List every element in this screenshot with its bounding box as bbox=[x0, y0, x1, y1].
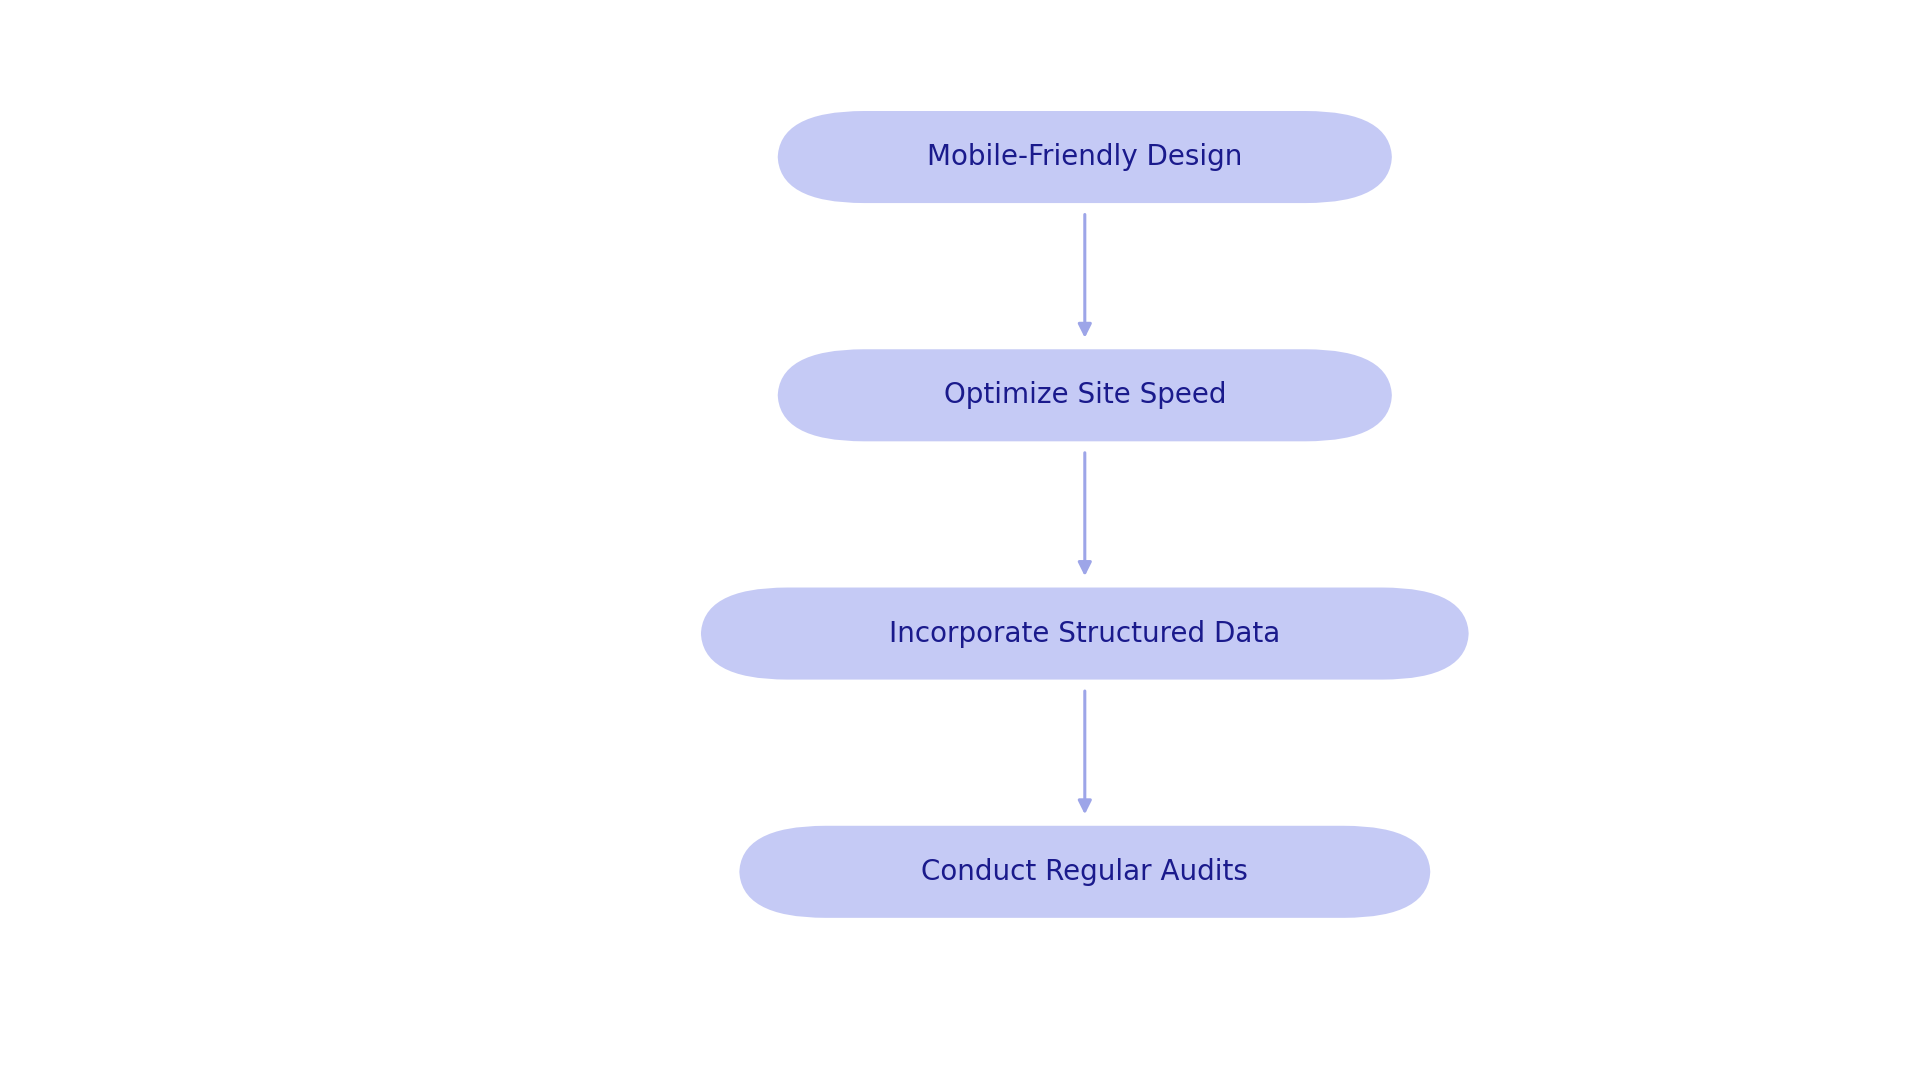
Text: Incorporate Structured Data: Incorporate Structured Data bbox=[889, 619, 1281, 648]
Text: Mobile-Friendly Design: Mobile-Friendly Design bbox=[927, 143, 1242, 171]
FancyBboxPatch shape bbox=[778, 349, 1392, 442]
FancyBboxPatch shape bbox=[778, 112, 1392, 204]
Text: Optimize Site Speed: Optimize Site Speed bbox=[943, 381, 1227, 409]
Text: Conduct Regular Audits: Conduct Regular Audits bbox=[922, 858, 1248, 886]
FancyBboxPatch shape bbox=[701, 587, 1469, 680]
FancyBboxPatch shape bbox=[739, 825, 1430, 917]
